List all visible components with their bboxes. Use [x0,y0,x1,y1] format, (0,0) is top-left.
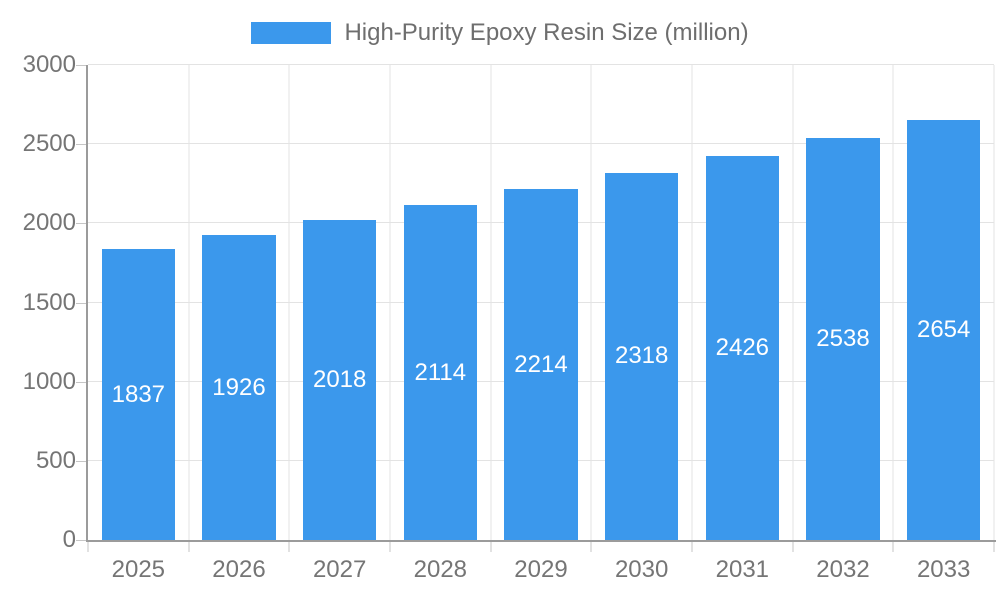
y-axis-tick-label: 1000 [22,367,76,395]
gridline-vertical [993,65,995,540]
bar-value-label: 2018 [312,366,367,394]
x-axis-tick [490,542,492,552]
x-axis-tick-label: 2032 [816,556,870,583]
legend-swatch [251,22,332,44]
y-axis-labels: 0 500 1000 1500 2000 2500 3000 [0,53,76,552]
x-axis-labels: 2025 2026 2027 2028 2029 2030 2031 2032 2033 [88,556,994,588]
bar-value-label: 2538 [816,325,870,353]
x-axis-tick [188,542,190,552]
gridline-vertical [892,65,894,540]
y-axis-tick [76,540,86,541]
legend-label: High-Purity Epoxy Resin Size (million) [344,19,749,46]
y-axis-tick-label: 2500 [22,130,76,158]
gridline-vertical [691,65,693,540]
x-axis-tick-label: 2029 [514,556,568,583]
x-axis-tick-label: 2027 [312,556,367,583]
y-axis-tick-label: 2000 [22,209,76,237]
gridline-horizontal [88,143,994,145]
y-axis-tick [76,223,86,225]
y-axis-tick-label: 0 [62,526,76,553]
bar-value-label: 2426 [715,333,770,361]
x-axis-tick [288,542,290,552]
x-axis-line [86,540,996,542]
x-axis-tick-label: 2033 [916,556,971,583]
bar-value-label: 2114 [414,358,467,386]
x-axis-tick-label: 2026 [212,556,266,583]
gridline-vertical [792,65,794,540]
chart-legend[interactable]: High-Purity Epoxy Resin Size (million) [0,19,1000,47]
gridline-horizontal [88,64,994,65]
gridline-vertical [288,65,290,540]
x-axis-tick [389,542,391,552]
y-axis-tick [76,381,86,383]
bar[interactable]: 1926 [202,235,276,540]
x-axis-tick-label: 2030 [614,556,669,583]
gridline-vertical [490,65,492,540]
y-axis-tick-label: 3000 [22,51,76,78]
x-axis-tick [792,542,794,552]
y-axis-tick [76,65,86,66]
y-axis-tick [76,144,86,146]
bar[interactable]: 2018 [302,220,377,540]
bar-value-label: 2654 [916,315,971,343]
bar[interactable]: 2426 [705,155,780,540]
x-axis-tick-label: 2028 [413,556,468,583]
y-axis-tick-label: 1500 [22,288,76,316]
bar[interactable]: 2114 [403,205,478,540]
bar[interactable]: 2538 [806,138,880,540]
x-axis-tick [590,542,592,552]
x-axis-tick [87,542,89,552]
y-axis-tick-label: 500 [35,446,76,474]
plot-area: 1837 1926 2018 2114 2214 2318 2426 2538 2654 [76,64,996,552]
bar[interactable]: 2214 [504,189,578,540]
bar-value-label: 1837 [111,380,166,408]
gridline-vertical [590,65,592,540]
x-axis-tick-label: 2025 [111,556,166,583]
gridline-vertical [188,65,190,540]
x-axis-tick [892,542,894,552]
bar[interactable]: 2318 [604,172,679,540]
y-axis-line [86,65,88,540]
bar[interactable]: 1837 [101,249,176,540]
bar[interactable]: 2654 [906,119,981,540]
bar-value-label: 2318 [614,342,669,370]
bar-value-label: 1926 [212,373,266,401]
y-axis-tick [76,302,86,304]
y-axis-tick [76,460,86,462]
x-axis-tick-label: 2031 [715,556,770,583]
x-axis-tick [691,542,693,552]
bar-value-label: 2214 [514,350,568,378]
gridline-vertical [389,65,391,540]
x-axis-tick [993,542,995,552]
